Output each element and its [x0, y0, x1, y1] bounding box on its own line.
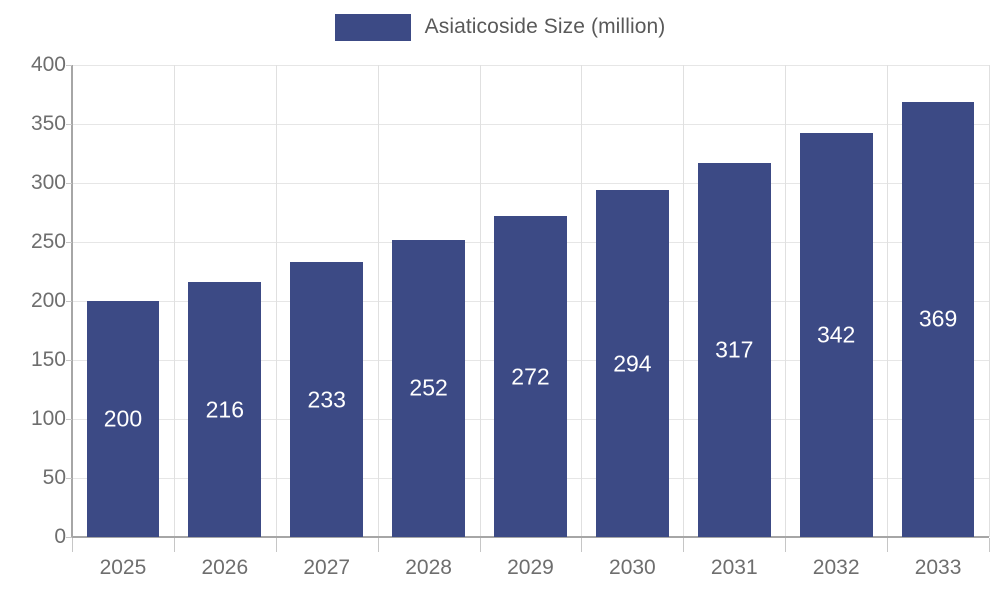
y-axis-tick-mark	[66, 124, 72, 125]
y-axis-tick-label: 150	[30, 348, 66, 371]
x-axis-tick-mark	[887, 538, 888, 552]
legend-swatch-icon	[334, 13, 411, 41]
bar[interactable]: 252	[392, 239, 466, 537]
bar[interactable]: 342	[799, 133, 873, 537]
x-axis-tick-label: 2029	[507, 556, 554, 579]
bar[interactable]: 216	[188, 282, 262, 537]
y-axis-tick-mark	[66, 301, 72, 302]
x-axis-tick-label: 2030	[609, 556, 656, 579]
y-axis-tick-mark	[66, 65, 72, 66]
chart-legend: Asiaticoside Size (million)	[0, 10, 1000, 44]
y-axis-ticks: 0 50 100 150 200 250 300 350 400	[0, 0, 72, 600]
x-axis-tick-mark	[378, 538, 379, 552]
y-axis-tick-mark	[66, 360, 72, 361]
x-axis-tick-label: 2025	[99, 556, 147, 579]
y-axis-tick-label: 300	[30, 171, 66, 194]
y-axis-tick-label: 250	[30, 230, 66, 253]
y-axis-line	[71, 65, 73, 537]
gridline-vertical	[480, 65, 481, 537]
bar[interactable]: 272	[494, 216, 567, 537]
gridline-vertical	[785, 65, 786, 537]
x-axis-tick-label: 2032	[812, 556, 860, 579]
x-axis-line	[72, 536, 989, 538]
legend-item-label: Asiaticoside Size (million)	[424, 15, 666, 38]
x-axis-tick-mark	[480, 538, 481, 552]
bar-series-asiaticoside: 200 216 233 252 272 294 317 342 369	[72, 65, 989, 537]
y-axis-tick-mark	[66, 183, 72, 184]
gridline-vertical	[887, 65, 888, 537]
y-axis-tick-label: 400	[30, 53, 66, 76]
x-axis-tick-mark	[581, 538, 582, 552]
bar[interactable]: 317	[697, 162, 771, 537]
y-axis-tick-mark	[66, 478, 72, 479]
gridline-vertical	[989, 65, 990, 537]
bar[interactable]: 294	[595, 190, 669, 537]
y-axis-tick-label: 200	[30, 289, 66, 312]
bar-value-label: 272	[511, 363, 550, 390]
bar[interactable]: 200	[86, 301, 160, 537]
y-axis-tick-mark	[66, 242, 72, 243]
bar-value-label: 252	[409, 374, 448, 401]
x-axis-tick-mark	[174, 538, 175, 552]
bar-value-label: 200	[103, 405, 143, 432]
y-axis-tick-label: 100	[30, 407, 66, 430]
gridline-horizontal	[72, 183, 989, 184]
x-axis-tick-label: 2026	[201, 556, 249, 579]
gridline-horizontal	[72, 124, 989, 125]
bar-value-label: 233	[307, 386, 346, 413]
bar-value-label: 216	[205, 396, 245, 423]
gridline-vertical	[581, 65, 582, 537]
y-axis-tick-mark	[66, 419, 72, 420]
x-axis-tick-mark	[989, 538, 990, 552]
bar-value-label: 317	[715, 336, 754, 363]
gridline-vertical	[276, 65, 277, 537]
bar[interactable]: 369	[901, 101, 975, 537]
x-axis-tick-label: 2031	[710, 556, 758, 579]
gridline-vertical	[683, 65, 684, 537]
y-axis-tick-label: 350	[30, 112, 66, 135]
bar[interactable]: 233	[290, 262, 364, 537]
x-axis-tick-mark	[785, 538, 786, 552]
legend-item-asiaticoside[interactable]: Asiaticoside Size (million)	[334, 13, 666, 41]
gridline-horizontal	[72, 65, 989, 66]
y-axis-tick-label: 0	[54, 525, 66, 548]
x-axis-tick-mark	[72, 538, 73, 552]
y-axis-tick-mark	[66, 537, 72, 538]
bar-value-label: 369	[918, 305, 958, 332]
x-axis-tick-label: 2027	[303, 556, 351, 579]
bar-value-label: 294	[613, 350, 652, 377]
x-axis-tick-label: 2028	[405, 556, 452, 579]
x-axis-tick-mark	[683, 538, 684, 552]
gridline-vertical	[378, 65, 379, 537]
bar-value-label: 342	[816, 321, 856, 348]
gridline-vertical	[174, 65, 175, 537]
y-axis-tick-label: 50	[42, 466, 66, 489]
x-axis-tick-label: 2033	[914, 556, 962, 579]
x-axis-tick-mark	[276, 538, 277, 552]
